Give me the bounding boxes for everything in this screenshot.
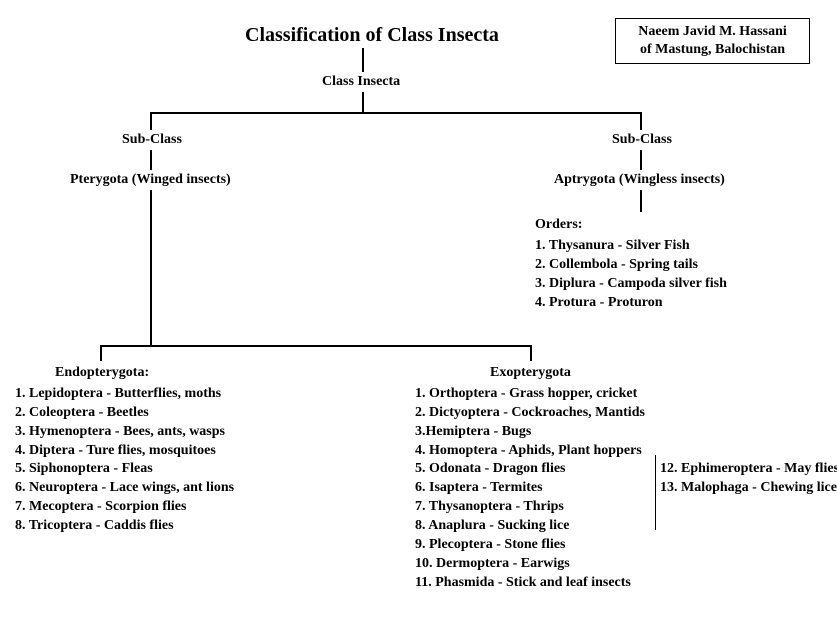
separator-line: [655, 455, 656, 530]
author-line1: Naeem Javid M. Hassani: [626, 23, 799, 41]
order-item: 11. Phasmida - Stick and leaf insects: [415, 574, 675, 593]
order-item: 6. Neuroptera - Lace wings, ant lions: [15, 479, 295, 498]
order-item: 8. Anaplura - Sucking lice: [415, 517, 675, 536]
connector-line: [150, 112, 640, 114]
order-item: 8. Tricoptera - Caddis flies: [15, 517, 295, 536]
connector-line: [640, 112, 642, 130]
order-item: 4. Homoptera - Aphids, Plant hoppers: [415, 442, 675, 461]
order-item: 4. Protura - Proturon: [535, 294, 795, 313]
node-pterygota: Pterygota (Winged insects): [70, 172, 231, 188]
node-class-insecta: Class Insecta: [322, 74, 400, 90]
connector-line: [150, 150, 152, 170]
order-item: 10. Dermoptera - Earwigs: [415, 555, 675, 574]
order-item: 1. Lepidoptera - Butterflies, moths: [15, 385, 295, 404]
order-item: 6. Isaptera - Termites: [415, 479, 675, 498]
endo-header: Endopterygota:: [15, 364, 295, 383]
order-item: 5. Odonata - Dragon flies: [415, 460, 675, 479]
connector-line: [150, 112, 152, 130]
connector-line: [362, 48, 364, 72]
order-item: 5. Siphonoptera - Fleas: [15, 460, 295, 479]
node-subclass-left: Sub-Class: [122, 132, 182, 148]
diagram-title: Classification of Class Insecta: [245, 24, 499, 47]
connector-line: [362, 92, 364, 112]
connector-line: [100, 345, 530, 347]
order-item: 1. Thysanura - Silver Fish: [535, 237, 795, 256]
order-item: 3. Diplura - Campoda silver fish: [535, 275, 795, 294]
order-item: 3.Hemiptera - Bugs: [415, 423, 675, 442]
exo-header: Exopterygota: [415, 364, 675, 383]
connector-line: [640, 150, 642, 170]
order-item: 2. Coleoptera - Beetles: [15, 404, 295, 423]
order-item: 3. Hymenoptera - Bees, ants, wasps: [15, 423, 295, 442]
order-item: 1. Orthoptera - Grass hopper, cricket: [415, 385, 675, 404]
order-item: 7. Thysanoptera - Thrips: [415, 498, 675, 517]
connector-line: [100, 345, 102, 361]
order-item: 2. Collembola - Spring tails: [535, 256, 795, 275]
list-endopterygota: Endopterygota: 1. Lepidoptera - Butterfl…: [15, 364, 295, 536]
node-aptrygota: Aptrygota (Wingless insects): [554, 172, 725, 188]
orders-aptrygota: Orders: 1. Thysanura - Silver Fish 2. Co…: [535, 216, 795, 312]
author-box: Naeem Javid M. Hassani of Mastung, Baloc…: [615, 18, 810, 64]
list-exopterygota-extra: 12. Ephimeroptera - May flies 13. Maloph…: [660, 460, 837, 498]
order-item: 4. Diptera - Ture flies, mosquitoes: [15, 442, 295, 461]
connector-line: [530, 345, 532, 361]
orders-header: Orders:: [535, 216, 795, 235]
order-item: 13. Malophaga - Chewing lice: [660, 479, 837, 498]
author-line2: of Mastung, Balochistan: [626, 41, 799, 59]
connector-line: [640, 190, 642, 212]
order-item: 2. Dictyoptera - Cockroaches, Mantids: [415, 404, 675, 423]
order-item: 12. Ephimeroptera - May flies: [660, 460, 837, 479]
connector-line: [150, 190, 152, 345]
node-subclass-right: Sub-Class: [612, 132, 672, 148]
order-item: 7. Mecoptera - Scorpion flies: [15, 498, 295, 517]
list-exopterygota: Exopterygota 1. Orthoptera - Grass hoppe…: [415, 364, 675, 593]
order-item: 9. Plecoptera - Stone flies: [415, 536, 675, 555]
